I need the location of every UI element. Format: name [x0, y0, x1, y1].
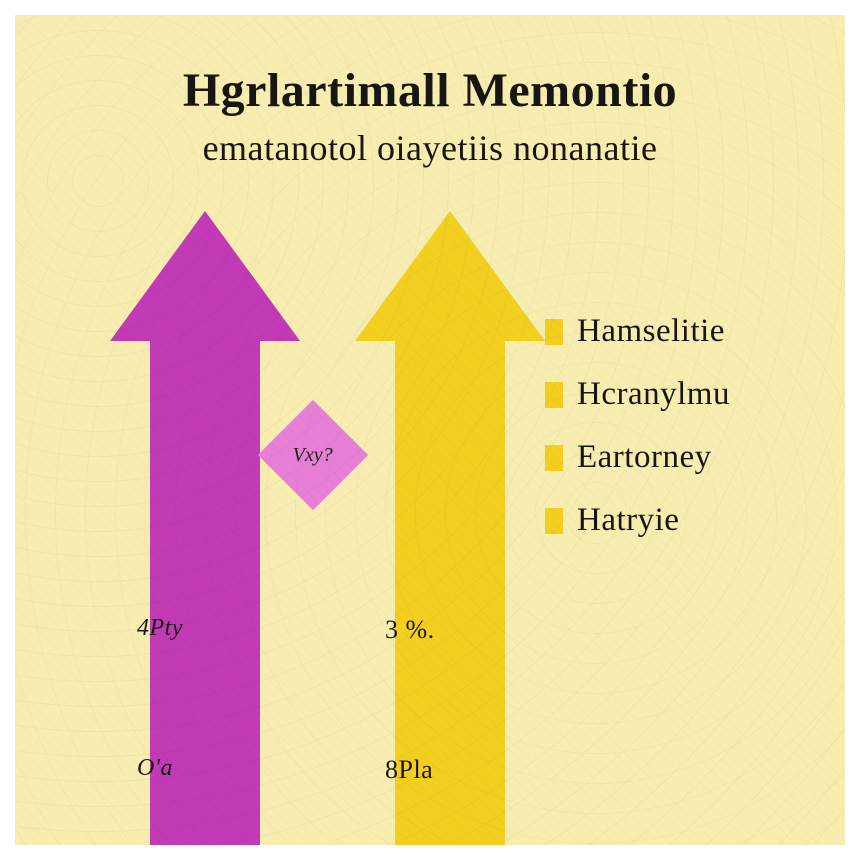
arrow-value-label: 3 %. — [385, 615, 435, 645]
page-subtitle: ematanotol oiayetiis nonanatie — [15, 127, 845, 169]
legend-label: Hatryie — [577, 502, 679, 539]
legend-label: Eartorney — [577, 439, 712, 476]
arrow-value-label: 4Pty — [137, 615, 183, 642]
page-title: Hgrlartimall Memontio — [15, 63, 845, 118]
legend-swatch — [545, 445, 563, 471]
legend-label: Hamselitie — [577, 313, 725, 350]
legend: Hamselitie Hcranylmu Eartorney Hatryie — [545, 313, 835, 565]
legend-swatch — [545, 382, 563, 408]
arrow-right — [355, 211, 545, 845]
arrow-value-label: 8Pla — [385, 755, 433, 785]
legend-item: Hcranylmu — [545, 376, 835, 413]
infographic-canvas: Hgrlartimall Memontio ematanotol oiayeti… — [15, 15, 845, 845]
legend-label: Hcranylmu — [577, 376, 730, 413]
diamond-label: Vxy? — [293, 443, 333, 466]
arrow-value-label: O'a — [137, 755, 173, 782]
legend-item: Eartorney — [545, 439, 835, 476]
arrow-left — [110, 211, 300, 845]
legend-swatch — [545, 319, 563, 345]
legend-item: Hatryie — [545, 502, 835, 539]
legend-item: Hamselitie — [545, 313, 835, 350]
legend-swatch — [545, 508, 563, 534]
